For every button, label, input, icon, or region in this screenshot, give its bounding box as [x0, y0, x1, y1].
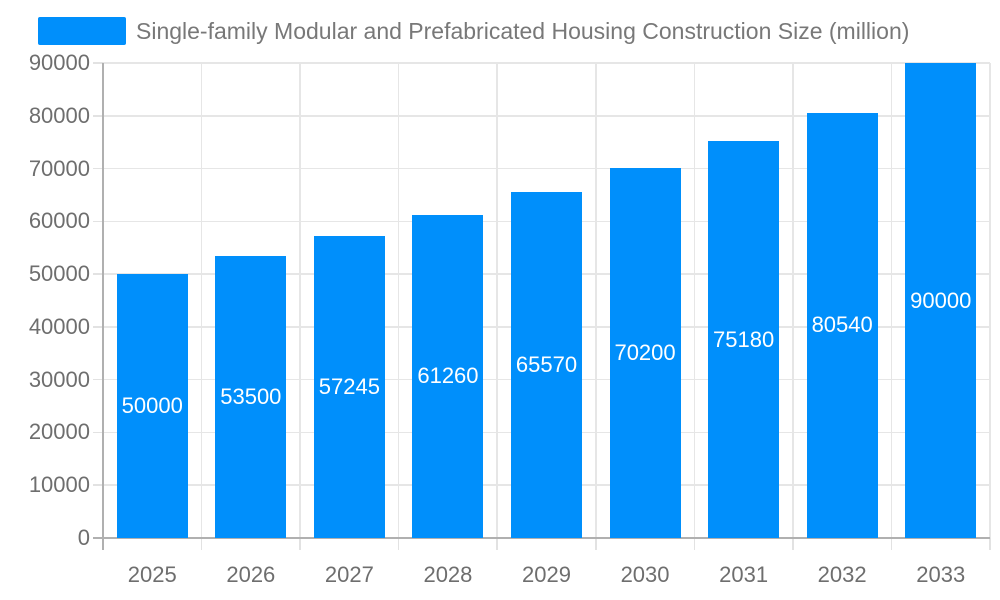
v-gridline	[693, 63, 696, 538]
x-axis-line	[93, 537, 990, 539]
bar-2029[interactable]	[511, 191, 582, 538]
bar-2027[interactable]	[313, 235, 385, 538]
v-gridline	[595, 63, 597, 538]
y-axis-tick	[93, 378, 103, 381]
y-axis-tick	[93, 326, 103, 328]
y-axis-tick-label: 10000	[28, 472, 90, 498]
x-axis-tick	[397, 538, 400, 550]
bar-2031[interactable]	[708, 141, 780, 538]
x-axis-tick	[200, 538, 203, 550]
y-axis-tick	[93, 220, 103, 223]
y-axis-tick-label: 70000	[28, 155, 90, 181]
v-gridline	[299, 63, 301, 538]
y-axis-tick-label: 30000	[28, 366, 90, 392]
bar-2026[interactable]	[215, 255, 287, 538]
bar-value-label: 61260	[417, 363, 479, 389]
y-axis-tick	[93, 167, 103, 170]
y-axis-tick	[93, 115, 103, 117]
y-axis-tick-label: 80000	[28, 102, 90, 128]
legend-swatch-icon	[38, 17, 126, 45]
v-gridline	[792, 63, 794, 538]
x-axis-tick-label: 2027	[324, 562, 374, 587]
bar-2028[interactable]	[412, 214, 484, 538]
y-axis-tick-label: 90000	[28, 50, 90, 75]
y-axis-tick-label: 20000	[28, 419, 90, 445]
x-axis-tick-label: 2033	[916, 562, 966, 587]
h-gridline	[103, 167, 990, 170]
y-axis-tick-label: 60000	[28, 208, 90, 234]
h-gridline	[103, 115, 990, 117]
bar-value-label: 50000	[121, 393, 183, 419]
y-axis-line	[102, 63, 104, 550]
x-axis-tick-label: 2026	[226, 562, 276, 587]
x-axis-tick	[693, 538, 696, 550]
y-axis-tick	[93, 431, 103, 434]
x-axis-tick-label: 2025	[127, 562, 177, 587]
x-axis-tick	[595, 538, 597, 550]
x-axis-tick	[792, 538, 794, 550]
x-axis-tick	[890, 538, 893, 550]
v-gridline	[890, 63, 893, 538]
x-axis-tick-label: 2028	[423, 562, 473, 587]
bar-2030[interactable]	[609, 167, 681, 538]
x-axis-tick	[989, 538, 991, 550]
bar-2033[interactable]	[905, 63, 977, 538]
v-gridline	[989, 63, 991, 538]
y-axis-tick-label: 40000	[28, 313, 90, 339]
bar-value-label: 53500	[220, 383, 282, 409]
x-axis-tick-label: 2030	[620, 562, 670, 587]
x-axis-tick-label: 2031	[719, 562, 769, 587]
bar-value-label: 75180	[713, 326, 775, 352]
bar-value-label: 57245	[318, 373, 380, 399]
bar-value-label: 90000	[910, 287, 972, 313]
x-axis-tick-label: 2032	[817, 562, 867, 587]
bar-value-label: 70200	[614, 339, 676, 365]
y-axis-tick-label: 50000	[28, 261, 90, 287]
bar-value-label: 65570	[515, 351, 578, 377]
chart-legend[interactable]: Single-family Modular and Prefabricated …	[38, 17, 909, 45]
v-gridline	[200, 63, 203, 538]
y-axis-tick	[93, 273, 103, 275]
x-axis-tick	[496, 538, 498, 550]
y-axis-tick	[93, 62, 103, 64]
bar-2025[interactable]	[116, 274, 188, 538]
y-axis-tick	[93, 484, 103, 486]
bar-2032[interactable]	[806, 112, 878, 538]
v-gridline	[397, 63, 400, 538]
y-axis-tick-label: 0	[77, 525, 90, 550]
x-axis-tick	[299, 538, 301, 550]
v-gridline	[496, 63, 498, 538]
h-gridline	[103, 62, 990, 64]
bar-value-label: 80540	[811, 312, 873, 338]
chart-title: Single-family Modular and Prefabricated …	[136, 18, 910, 44]
x-axis-tick-label: 2029	[522, 562, 571, 587]
